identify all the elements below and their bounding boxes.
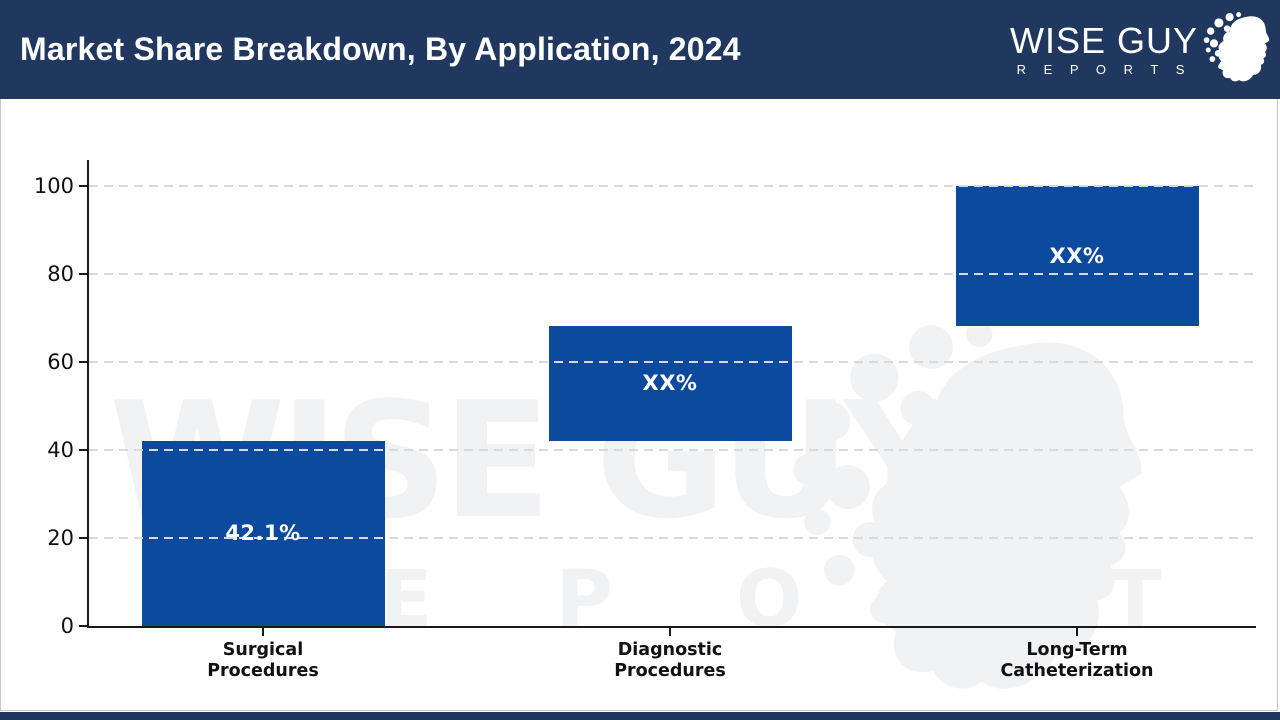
logo-face-icon: [1203, 11, 1270, 81]
brand-logo: WISE GUY R E P O R T S: [1010, 10, 1280, 90]
brand-logo-text: WISE GUY R E P O R T S: [1009, 19, 1198, 77]
logo-subtext: R E P O R T S: [1016, 61, 1192, 77]
footer-bar: [0, 712, 1280, 720]
page-title: Market Share Breakdown, By Application, …: [20, 31, 741, 67]
watermark-face-icon: [793, 320, 1142, 689]
logo-wordmark: WISE GUY: [1009, 19, 1198, 61]
chart-canvas: WISE GUY R E P O R T S: [0, 99, 1278, 711]
header: Market Share Breakdown, By Application, …: [0, 0, 1280, 99]
